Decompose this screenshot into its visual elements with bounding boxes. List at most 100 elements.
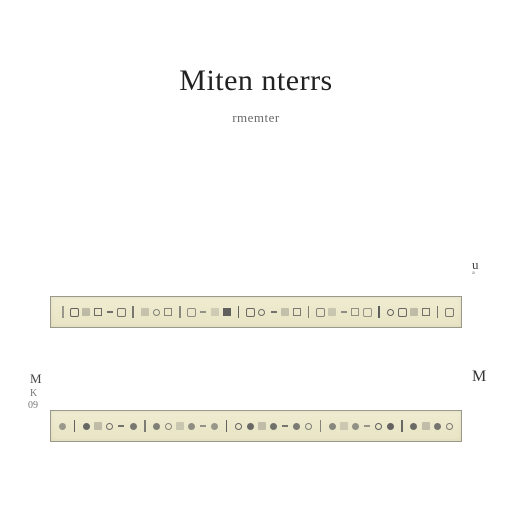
dash-icon bbox=[200, 311, 206, 313]
dot-o-icon bbox=[375, 423, 382, 430]
dot-o-icon bbox=[258, 309, 265, 316]
dash-icon bbox=[341, 311, 347, 313]
ruler-2-mark bbox=[443, 411, 455, 441]
ruler-1-mark bbox=[256, 297, 268, 327]
dot-o-icon bbox=[106, 423, 113, 430]
ruler-1-mark bbox=[350, 297, 362, 327]
ruler-2-mark bbox=[209, 411, 221, 441]
ruler-1-mark bbox=[432, 297, 444, 327]
dash-icon bbox=[107, 311, 113, 313]
ruler-2-mark bbox=[197, 411, 209, 441]
dot-icon bbox=[188, 423, 195, 430]
ruler-1-mark bbox=[151, 297, 163, 327]
dot-icon bbox=[270, 423, 277, 430]
box-icon bbox=[445, 308, 454, 317]
line-icon bbox=[378, 306, 380, 318]
smudge-icon bbox=[211, 308, 219, 316]
line-icon bbox=[132, 306, 134, 318]
ruler-1-mark bbox=[116, 297, 128, 327]
ruler-2-scale bbox=[51, 411, 461, 441]
ruler-1-mark bbox=[139, 297, 151, 327]
dash-icon bbox=[364, 425, 370, 427]
ruler-1-mark bbox=[244, 297, 256, 327]
ruler-1-mark bbox=[338, 297, 350, 327]
ruler-2-mark bbox=[221, 411, 233, 441]
ruler-1-mark bbox=[385, 297, 397, 327]
line-icon bbox=[401, 420, 403, 432]
ruler-2-mark bbox=[314, 411, 326, 441]
ruler-2-mark bbox=[69, 411, 81, 441]
box-icon bbox=[70, 308, 79, 317]
square-icon bbox=[293, 308, 301, 316]
ruler-1-mark bbox=[92, 297, 104, 327]
line-icon bbox=[74, 420, 76, 432]
dot-o-icon bbox=[235, 423, 242, 430]
ruler-2-mark bbox=[268, 411, 280, 441]
ruler-1-mark bbox=[408, 297, 420, 327]
smudge-icon bbox=[340, 422, 348, 430]
dot-icon bbox=[293, 423, 300, 430]
ruler-2-mark bbox=[338, 411, 350, 441]
dot-icon bbox=[153, 423, 160, 430]
box-icon bbox=[316, 308, 325, 317]
smudge-icon bbox=[328, 308, 336, 316]
line-icon bbox=[320, 420, 322, 432]
ruler-2-mark bbox=[57, 411, 69, 441]
line-icon bbox=[179, 306, 181, 318]
ruler-2-mark bbox=[127, 411, 139, 441]
ruler-1-mark bbox=[373, 297, 385, 327]
dash-icon bbox=[118, 425, 124, 427]
line-icon bbox=[226, 420, 228, 432]
ruler-2-mark bbox=[186, 411, 198, 441]
ruler-2-mark bbox=[80, 411, 92, 441]
ruler-2-mark bbox=[116, 411, 128, 441]
ruler-2 bbox=[50, 410, 462, 442]
dot-o-icon bbox=[387, 309, 394, 316]
dot-icon bbox=[83, 423, 90, 430]
dot-icon bbox=[130, 423, 137, 430]
ruler-2-mark bbox=[408, 411, 420, 441]
ruler-1-mark bbox=[57, 297, 69, 327]
ruler-2-mark bbox=[291, 411, 303, 441]
square-icon bbox=[164, 308, 172, 316]
ruler-2-mark bbox=[162, 411, 174, 441]
dot-o-icon bbox=[165, 423, 172, 430]
ruler1-label-right-bottom: ª bbox=[472, 270, 475, 281]
ruler2-label-right: M bbox=[472, 368, 486, 386]
dot-icon bbox=[410, 423, 417, 430]
square-icon bbox=[422, 308, 430, 316]
ruler-2-mark bbox=[432, 411, 444, 441]
ruler2-label-left-bot: 09 bbox=[28, 400, 38, 411]
dot-icon bbox=[329, 423, 336, 430]
smudge-icon bbox=[82, 308, 90, 316]
dot-o-icon bbox=[305, 423, 312, 430]
ruler-2-mark bbox=[279, 411, 291, 441]
line-icon bbox=[437, 306, 439, 318]
line-icon bbox=[144, 420, 146, 432]
page-title: Miten nterrs bbox=[0, 64, 512, 98]
line-icon bbox=[62, 306, 64, 318]
smudge-icon bbox=[176, 422, 184, 430]
dot-icon bbox=[387, 423, 394, 430]
ruler-2-mark bbox=[303, 411, 315, 441]
square-fill-icon bbox=[223, 308, 231, 316]
square-icon bbox=[351, 308, 359, 316]
ruler-2-mark bbox=[385, 411, 397, 441]
box-icon bbox=[246, 308, 255, 317]
ruler-1-mark bbox=[396, 297, 408, 327]
ruler2-label-left-mid: K bbox=[30, 388, 37, 399]
ruler-1-mark bbox=[69, 297, 81, 327]
smudge-icon bbox=[94, 422, 102, 430]
box-icon bbox=[117, 308, 126, 317]
ruler-2-mark bbox=[174, 411, 186, 441]
dot-icon bbox=[211, 423, 218, 430]
ruler-1-mark bbox=[291, 297, 303, 327]
dot-icon bbox=[59, 423, 66, 430]
dash-icon bbox=[271, 311, 277, 313]
dot-icon bbox=[434, 423, 441, 430]
ruler-1-mark bbox=[303, 297, 315, 327]
ruler-1-mark bbox=[186, 297, 198, 327]
ruler-1-mark bbox=[361, 297, 373, 327]
ruler-1-mark bbox=[314, 297, 326, 327]
ruler-2-mark bbox=[139, 411, 151, 441]
